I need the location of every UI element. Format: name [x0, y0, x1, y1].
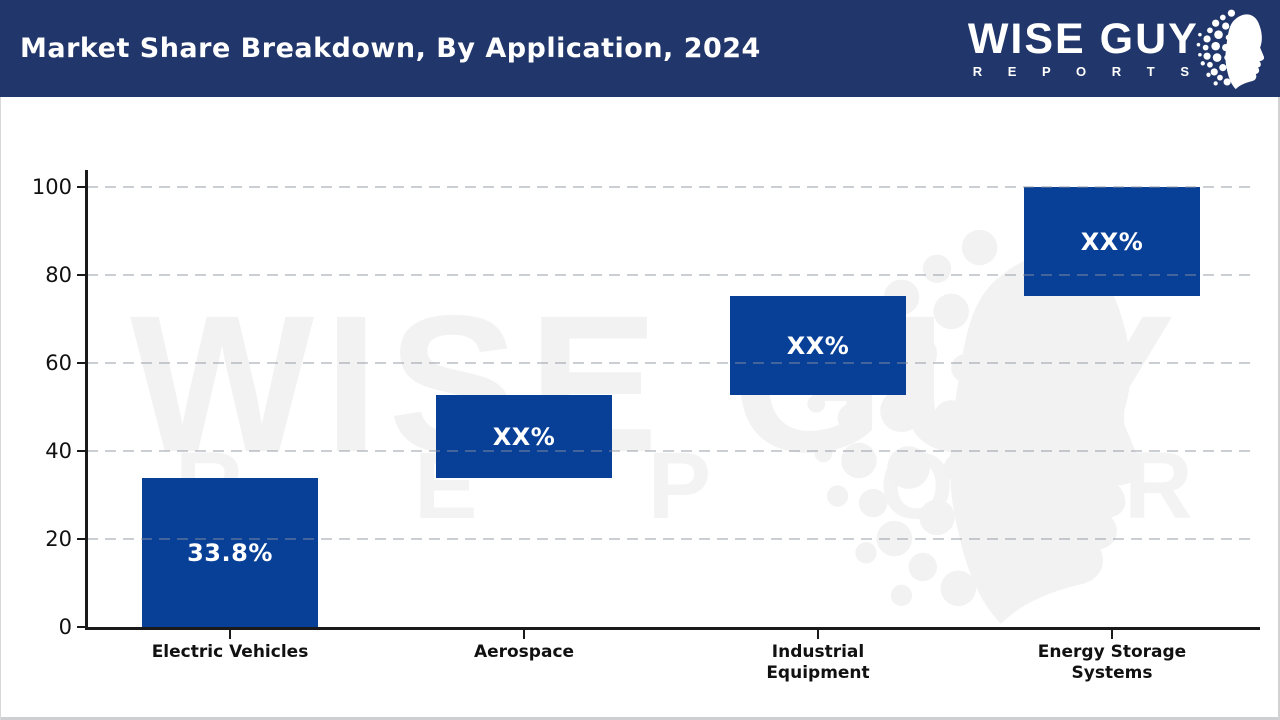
- x-category-label: Industrial Equipment: [766, 642, 870, 683]
- wiseguy-logo-line1: WISE GUY: [967, 15, 1199, 63]
- x-tick-mark: [1111, 630, 1113, 639]
- x-axis-line: [85, 627, 1260, 630]
- bar: 33.8%: [142, 478, 318, 627]
- y-tick-mark: [77, 362, 87, 364]
- y-tick-mark: [77, 626, 87, 628]
- page-left-border: [0, 97, 1, 720]
- wiseguy-face-icon: [1196, 9, 1265, 89]
- watermark-text-line1: WISE GUY: [130, 275, 1186, 493]
- bar: XX%: [1024, 187, 1200, 297]
- y-tick-label: 20: [45, 527, 72, 551]
- bar: XX%: [730, 296, 906, 396]
- y-tick-label: 40: [45, 439, 72, 463]
- y-tick-label: 80: [45, 263, 72, 287]
- bar-value-label: XX%: [492, 422, 556, 451]
- y-tick-mark: [77, 274, 87, 276]
- y-tick-label: 60: [45, 351, 72, 375]
- x-tick-mark: [229, 630, 231, 639]
- wiseguy-logo-line2: R E P O R T S: [972, 64, 1200, 79]
- y-gridline: [87, 362, 1252, 364]
- y-gridline: [87, 186, 1252, 188]
- bar-value-label: XX%: [786, 331, 850, 360]
- wiseguy-logo: WISE GUY R E P O R T S: [967, 6, 1266, 92]
- page-bottom-border: [0, 717, 1280, 720]
- y-tick-mark: [77, 538, 87, 540]
- y-gridline: [87, 538, 1252, 540]
- bar: XX%: [436, 395, 612, 479]
- x-category-label: Electric Vehicles: [151, 642, 309, 662]
- bar-value-label: 33.8%: [187, 538, 273, 567]
- bar-value-label: XX%: [1080, 227, 1144, 256]
- y-tick-label: 100: [31, 175, 72, 199]
- watermark-text-line2: R E P O R T S: [175, 433, 1280, 539]
- x-tick-mark: [817, 630, 819, 639]
- y-axis-line: [85, 170, 88, 630]
- y-tick-label: 0: [58, 615, 72, 639]
- x-category-label: Energy Storage Systems: [1037, 642, 1187, 683]
- wiseguy-logo-text: WISE GUY R E P O R T S: [967, 15, 1200, 80]
- y-gridline: [87, 274, 1252, 276]
- y-tick-mark: [77, 186, 87, 188]
- waterfall-chart: WISE GUY R E P O R T S 0 20 40 60 80 100 33.8%…: [0, 97, 1280, 720]
- y-tick-mark: [77, 450, 87, 452]
- x-category-label: Aerospace: [473, 642, 575, 662]
- header-band: Market Share Breakdown, By Application, …: [0, 0, 1280, 97]
- x-tick-mark: [523, 630, 525, 639]
- y-gridline: [87, 450, 1252, 452]
- page-right-border: [1278, 97, 1280, 720]
- page-title: Market Share Breakdown, By Application, …: [20, 33, 761, 64]
